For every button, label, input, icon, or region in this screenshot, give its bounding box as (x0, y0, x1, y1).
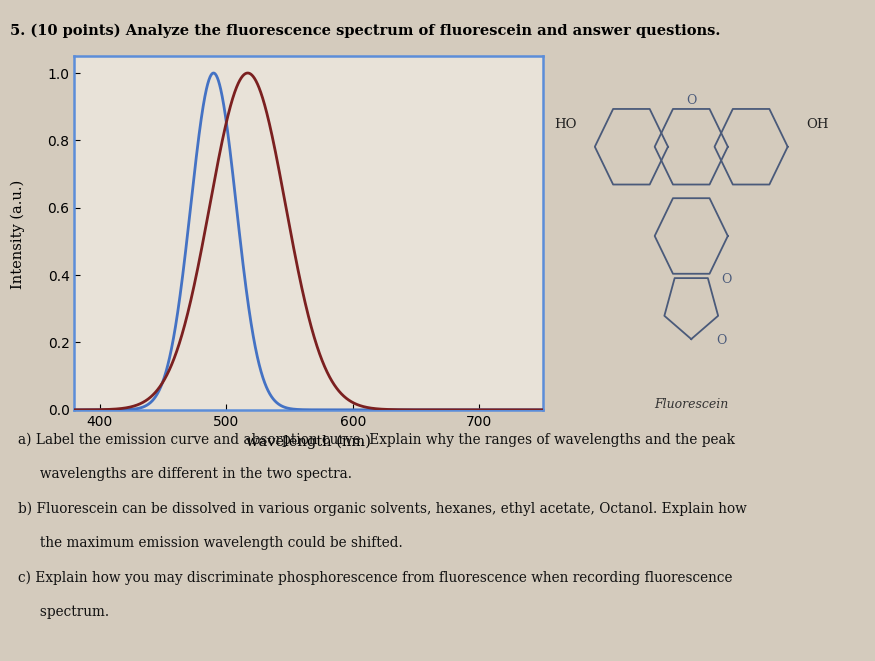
Text: Fluorescein: Fluorescein (654, 398, 728, 411)
Text: spectrum.: spectrum. (18, 605, 108, 619)
Text: a) Label the emission curve and absorption curve. Explain why the ranges of wave: a) Label the emission curve and absorpti… (18, 433, 734, 447)
Text: 5. (10 points) Analyze the fluorescence spectrum of fluorescein and answer quest: 5. (10 points) Analyze the fluorescence … (10, 23, 721, 38)
Text: wavelengths are different in the two spectra.: wavelengths are different in the two spe… (18, 467, 352, 481)
Text: O: O (686, 94, 696, 107)
Text: c) Explain how you may discriminate phosphorescence from fluorescence when recor: c) Explain how you may discriminate phos… (18, 570, 732, 585)
X-axis label: wavelength (nm): wavelength (nm) (246, 434, 371, 449)
Text: HO: HO (554, 118, 577, 132)
Text: O: O (716, 334, 726, 347)
Text: Intensity (a.u.): Intensity (a.u.) (10, 180, 24, 290)
Text: b) Fluorescein can be dissolved in various organic solvents, hexanes, ethyl acet: b) Fluorescein can be dissolved in vario… (18, 502, 746, 516)
Text: O: O (721, 273, 732, 286)
Text: OH: OH (806, 118, 829, 132)
Text: the maximum emission wavelength could be shifted.: the maximum emission wavelength could be… (18, 536, 402, 550)
